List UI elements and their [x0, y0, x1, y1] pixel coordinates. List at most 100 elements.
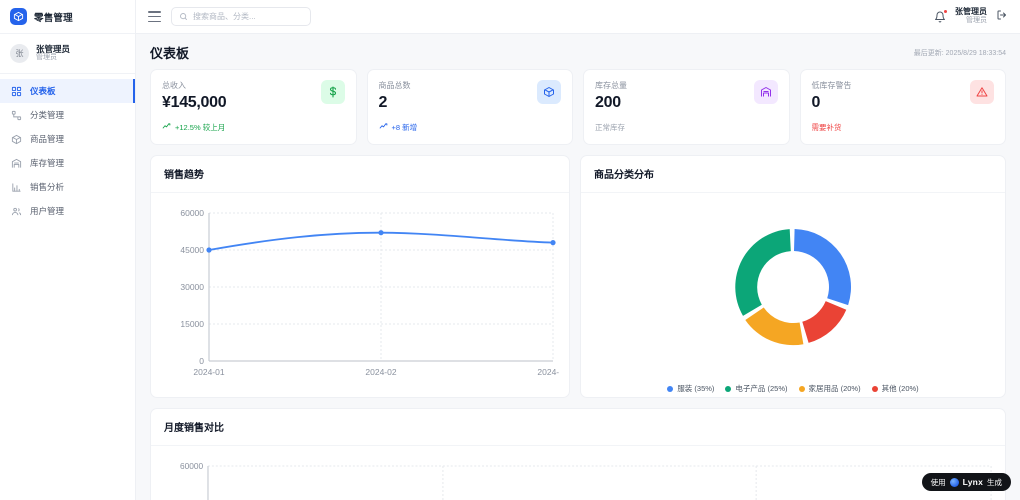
stat-value: 0: [811, 94, 821, 111]
brand-name: 零售管理: [34, 12, 73, 24]
stat-foot-text: +12.5% 较上月: [175, 123, 226, 132]
stat-card-revenue[interactable]: 总收入 ¥145,000 +12.5% 较上月: [150, 69, 357, 145]
watermark-brand: Lynx: [962, 477, 983, 487]
package-icon: [11, 134, 22, 145]
donut-slice-electronics: [735, 229, 791, 316]
hamburger-icon[interactable]: [148, 11, 161, 22]
sidebar: 零售管理 张 张管理员 管理员 仪表板: [0, 0, 136, 500]
stat-label: 库存总量: [595, 81, 627, 90]
stat-foot-text: +8 新增: [391, 123, 418, 132]
page-header: 仪表板 最后更新: 2025/8/29 18:33:54: [136, 34, 1020, 69]
topbar-user-role: 管理员: [966, 17, 987, 25]
donut-slice-others: [802, 301, 847, 343]
donut-slice-home: [745, 307, 804, 346]
stat-value: 200: [595, 94, 621, 111]
svg-text:2024-01: 2024-01: [193, 367, 224, 377]
stat-foot-text: 正常库存: [595, 123, 625, 132]
stat-value: ¥145,000: [162, 94, 227, 111]
sidebar-item-sales-analytics[interactable]: 销售分析: [0, 175, 135, 199]
topbar-user-name: 张管理员: [955, 7, 987, 17]
sidebar-item-label: 商品管理: [30, 134, 65, 144]
sidebar-item-categories[interactable]: 分类管理: [0, 103, 135, 127]
notification-button[interactable]: [934, 9, 948, 23]
donut-chart: 服装 (35%) 电子产品 (25%) 家居用品 (20%): [581, 193, 1005, 397]
trend-up-icon: [162, 122, 171, 133]
topbar-user[interactable]: 张管理员 管理员: [955, 7, 987, 26]
legend-item: 电子产品 (25%): [725, 383, 788, 394]
svg-text:0: 0: [199, 356, 204, 366]
profile-role: 管理员: [36, 54, 57, 62]
profile-name: 张管理员: [36, 43, 71, 54]
donut-legend: 服装 (35%) 电子产品 (25%) 家居用品 (20%): [591, 383, 995, 394]
sidebar-item-label: 分类管理: [30, 110, 65, 120]
sidebar-item-dashboard[interactable]: 仪表板: [0, 79, 135, 103]
bar-chart-icon: [11, 182, 22, 193]
stat-card-products[interactable]: 商品总数 2 +8 新增: [366, 69, 573, 145]
stat-value: 2: [378, 94, 388, 111]
panel-title: 月度销售对比: [164, 423, 224, 434]
lynx-logo-icon: [949, 477, 959, 487]
legend-item: 服装 (35%): [667, 383, 714, 394]
charts-row: 销售趋势: [150, 155, 1006, 398]
search-placeholder: 搜索商品、分类...: [193, 12, 256, 21]
legend-swatch: [667, 385, 674, 392]
stat-card-low-stock[interactable]: 低库存警告 0 需要补货: [799, 69, 1006, 145]
warehouse-icon: [11, 158, 22, 169]
legend-label: 其他 (20%): [881, 384, 919, 393]
sidebar-item-label: 库存管理: [30, 158, 65, 168]
logout-button[interactable]: [996, 8, 1008, 26]
panel-header: 销售趋势: [151, 156, 569, 193]
alert-triangle-icon: [970, 80, 994, 104]
bell-icon: [935, 11, 945, 23]
stat-card-inventory[interactable]: 库存总量 200 正常库存: [583, 69, 790, 145]
last-updated: 最后更新: 2025/8/29 18:33:54: [913, 49, 1006, 57]
sidebar-item-label: 用户管理: [30, 206, 65, 216]
svg-text:30000: 30000: [180, 282, 204, 292]
dashboard-grid-icon: [11, 86, 22, 97]
legend-swatch: [798, 385, 805, 392]
sidebar-item-label: 仪表板: [30, 86, 56, 96]
monthly-bars-svg: 60000: [180, 461, 992, 500]
line-chart: 60000 45000 30000 15000 0 2024-01 2024-0…: [151, 193, 569, 397]
brand[interactable]: 零售管理: [0, 0, 135, 34]
category-tree-icon: [11, 110, 22, 121]
panel-title: 商品分类分布: [594, 170, 654, 181]
watermark-suffix: 生成: [987, 477, 1002, 487]
package-icon: [10, 8, 27, 25]
stat-cards: 总收入 ¥145,000 +12.5% 较上月: [150, 69, 1006, 145]
search-input[interactable]: 搜索商品、分类...: [171, 7, 311, 26]
package-icon: [537, 80, 561, 104]
legend-swatch: [725, 385, 732, 392]
lynx-watermark: 使用 Lynx 生成: [921, 473, 1011, 491]
svg-text:2024-03: 2024-03: [537, 367, 559, 377]
sales-trend-panel: 销售趋势: [150, 155, 570, 398]
warehouse-icon: [753, 80, 778, 104]
sidebar-profile[interactable]: 张 张管理员 管理员: [0, 34, 135, 74]
monthly-comparison-panel: 月度销售对比 60000: [150, 408, 1006, 500]
stat-foot-text: 需要补货: [811, 123, 842, 132]
logout-icon: [997, 10, 1006, 19]
svg-text:2024-02: 2024-02: [365, 367, 396, 377]
watermark-prefix: 使用: [930, 477, 946, 487]
topbar-actions: 张管理员 管理员: [934, 7, 1008, 26]
legend-swatch: [871, 385, 878, 392]
sidebar-item-inventory[interactable]: 库存管理: [0, 151, 135, 175]
users-icon: [11, 206, 22, 217]
legend-label: 家居用品 (20%): [808, 384, 861, 393]
sales-trend-svg: 60000 45000 30000 15000 0 2024-01 2024-0…: [180, 208, 569, 377]
panel-header: 商品分类分布: [581, 156, 1005, 193]
category-distribution-panel: 商品分类分布: [580, 155, 1006, 398]
stat-label: 总收入: [162, 81, 186, 90]
dollar-icon: [320, 80, 345, 104]
avatar: 张: [10, 44, 29, 63]
legend-item: 家居用品 (20%): [798, 383, 861, 394]
sidebar-nav: 仪表板 分类管理 商品管理: [0, 74, 135, 223]
panel-title: 销售趋势: [164, 170, 204, 181]
dashboard-content: 总收入 ¥145,000 +12.5% 较上月: [136, 69, 1020, 500]
sidebar-item-users[interactable]: 用户管理: [0, 199, 135, 223]
svg-text:60000: 60000: [180, 208, 204, 218]
sidebar-item-products[interactable]: 商品管理: [0, 127, 135, 151]
main-area: 搜索商品、分类... 张管理员 管理员: [136, 0, 1020, 500]
bar-chart: 60000: [151, 446, 1005, 500]
